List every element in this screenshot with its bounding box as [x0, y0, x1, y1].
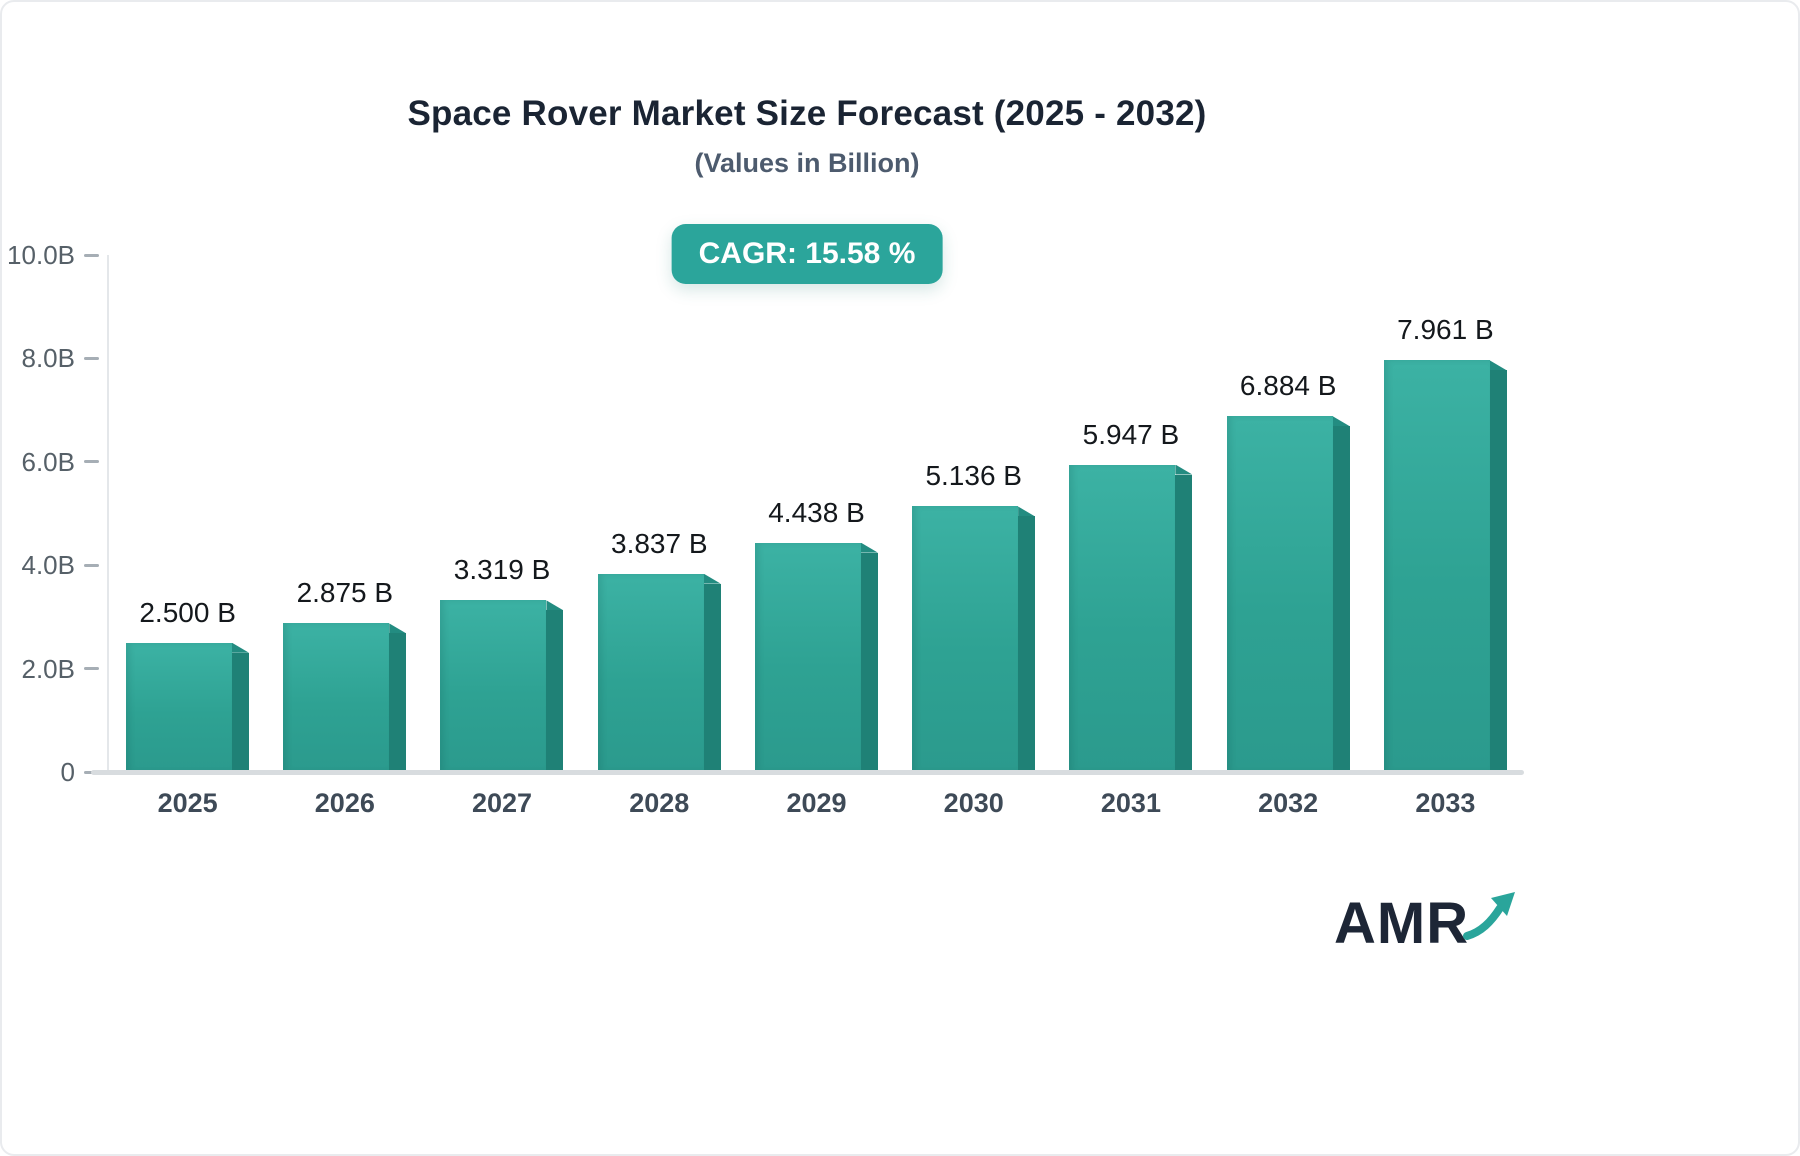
bar: [912, 255, 1036, 772]
logo-arrow-icon: [1463, 892, 1516, 940]
bar-side: [546, 610, 564, 772]
bar-face: [754, 542, 861, 772]
y-tick-label: 10.0B: [7, 240, 75, 270]
y-tick-label: 6.0B: [21, 446, 76, 477]
bar-face: [1383, 360, 1490, 772]
bar-group: 5.947 B: [1052, 255, 1209, 772]
x-tick-label: 2032: [1258, 788, 1319, 818]
y-tick-label: 0: [60, 757, 75, 787]
y-tick-mark: [84, 356, 99, 360]
x-axis-line: [91, 770, 1524, 775]
x-tick-label: 2031: [1100, 788, 1161, 818]
chart-region: Space Rover Market Size Forecast (2025 -…: [2, 2, 1612, 1154]
x-tick-label: 2028: [629, 788, 690, 818]
bar-face: [597, 573, 704, 772]
bar-top: [860, 542, 878, 553]
bar-side: [1489, 370, 1507, 772]
bar-top: [389, 623, 407, 634]
bar-face: [283, 623, 390, 772]
cagr-badge-label: CAGR: 15.58 %: [698, 237, 916, 270]
bar: [1383, 255, 1507, 772]
bar-side: [232, 652, 249, 772]
bar-top: [232, 642, 249, 653]
y-tick: 4.0B: [2, 552, 107, 578]
bar: [1226, 255, 1350, 772]
bar-top: [1489, 360, 1507, 371]
y-tick: 10.0B: [2, 242, 107, 268]
bar-value-label: 3.319 B: [453, 554, 551, 586]
chart-subtitle: (Values in Billion): [694, 148, 920, 178]
bar-face: [1069, 464, 1176, 772]
cagr-badge: CAGR: 15.58 %: [671, 224, 943, 284]
bar-group: 4.438 B: [738, 255, 895, 772]
y-tick-mark: [84, 563, 99, 567]
bar-top: [703, 573, 721, 584]
bar-face: [1226, 416, 1333, 772]
y-tick-label: 4.0B: [21, 550, 76, 581]
bar-face: [440, 600, 547, 772]
y-tick-mark: [84, 253, 99, 257]
bar-group: 5.136 B: [895, 255, 1052, 772]
bar-side: [1175, 474, 1193, 772]
x-tick-label: 2025: [157, 788, 218, 818]
x-axis-labels: 2025 2026 2027 2028 2029 2030 2031 2032 2033: [109, 788, 1524, 828]
bar-top: [1018, 506, 1036, 517]
x-tick-label: 2027: [472, 788, 533, 818]
bar-group: 2.500 B: [109, 255, 266, 772]
bar-side: [860, 552, 878, 772]
bar-top: [546, 600, 564, 611]
bar-side: [1332, 426, 1350, 772]
y-tick: 2.0B: [2, 656, 107, 682]
bar: [754, 255, 878, 772]
bar: [440, 255, 564, 772]
x-tick-label: 2030: [943, 788, 1004, 818]
bar: [1069, 255, 1193, 772]
bar-group: 3.837 B: [581, 255, 738, 772]
bar-group: 6.884 B: [1210, 255, 1367, 772]
bar-top: [1175, 464, 1193, 475]
y-tick-label: 2.0B: [21, 653, 76, 684]
y-tick-label: 8.0B: [21, 343, 76, 374]
bar-side: [703, 583, 721, 772]
y-tick-mark: [84, 667, 99, 671]
bar-value-label: 3.837 B: [611, 527, 708, 559]
bar-group: 7.961 B: [1367, 255, 1524, 772]
bar-value-label: 6.884 B: [1239, 370, 1337, 402]
bar-face: [912, 506, 1019, 772]
bar: [283, 255, 407, 772]
bar: [126, 255, 249, 772]
bar-group: 3.319 B: [423, 255, 580, 772]
bar-side: [389, 633, 407, 772]
amr-logo-text: AMR: [1334, 891, 1470, 956]
x-tick-label: 2033: [1415, 788, 1476, 818]
amr-logo: AMR: [1334, 891, 1519, 956]
y-tick: 8.0B: [2, 345, 107, 371]
bar: [597, 255, 721, 772]
bar-top: [1332, 416, 1350, 427]
x-tick-label: 2029: [786, 788, 847, 818]
y-tick-mark: [84, 460, 99, 464]
bar-side: [1018, 516, 1036, 772]
bar-face: [126, 642, 232, 772]
chart-title: Space Rover Market Size Forecast (2025 -…: [407, 94, 1207, 133]
y-tick: 6.0B: [2, 449, 107, 475]
bar-group: 2.875 B: [266, 255, 423, 772]
x-tick-label: 2026: [314, 788, 375, 818]
plot-area: 0 2.0B 4.0B 6.0B 8.0B 10.0B 2.500 B 2.875 B 3.3…: [7, 242, 1524, 818]
bar-value-label: 5.136 B: [925, 460, 1022, 492]
bar-value-label: 2.500 B: [139, 596, 236, 628]
bar-value-label: 2.875 B: [296, 577, 394, 609]
bar-value-label: 5.947 B: [1082, 418, 1180, 450]
bar-value-label: 4.438 B: [768, 496, 865, 528]
bar-value-label: 7.961 B: [1397, 314, 1494, 346]
